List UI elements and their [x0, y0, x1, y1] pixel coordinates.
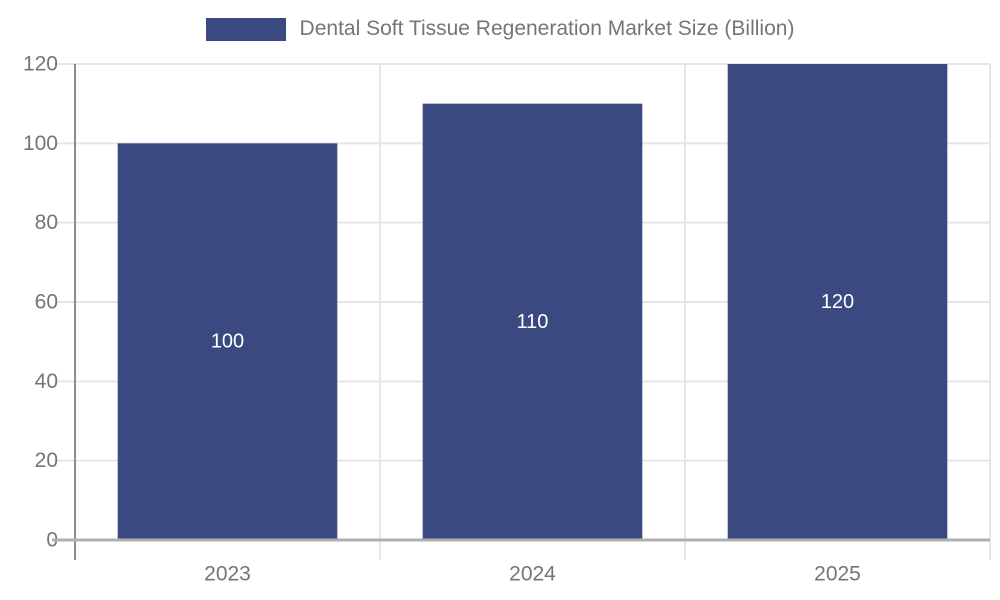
y-tick-label: 100 [23, 132, 58, 155]
x-tick-label: 2024 [509, 563, 556, 586]
bar-value-label: 120 [821, 291, 854, 313]
y-tick-label: 60 [35, 291, 58, 314]
bar-value-label: 100 [211, 331, 244, 353]
bar[interactable] [422, 103, 643, 541]
y-tick-label: 20 [35, 449, 58, 472]
bar[interactable] [727, 64, 948, 540]
y-tick-label: 120 [23, 53, 58, 76]
y-tick-label: 40 [35, 370, 58, 393]
x-tick-label: 2025 [814, 563, 861, 586]
legend-swatch [205, 17, 286, 41]
legend-label: Dental Soft Tissue Regeneration Market S… [299, 17, 795, 40]
chart-legend[interactable]: Dental Soft Tissue Regeneration Market S… [0, 17, 1000, 41]
y-tick-label: 80 [35, 211, 58, 234]
bar-value-label: 110 [517, 311, 549, 333]
bar[interactable] [117, 143, 338, 541]
x-tick-label: 2023 [204, 563, 251, 586]
